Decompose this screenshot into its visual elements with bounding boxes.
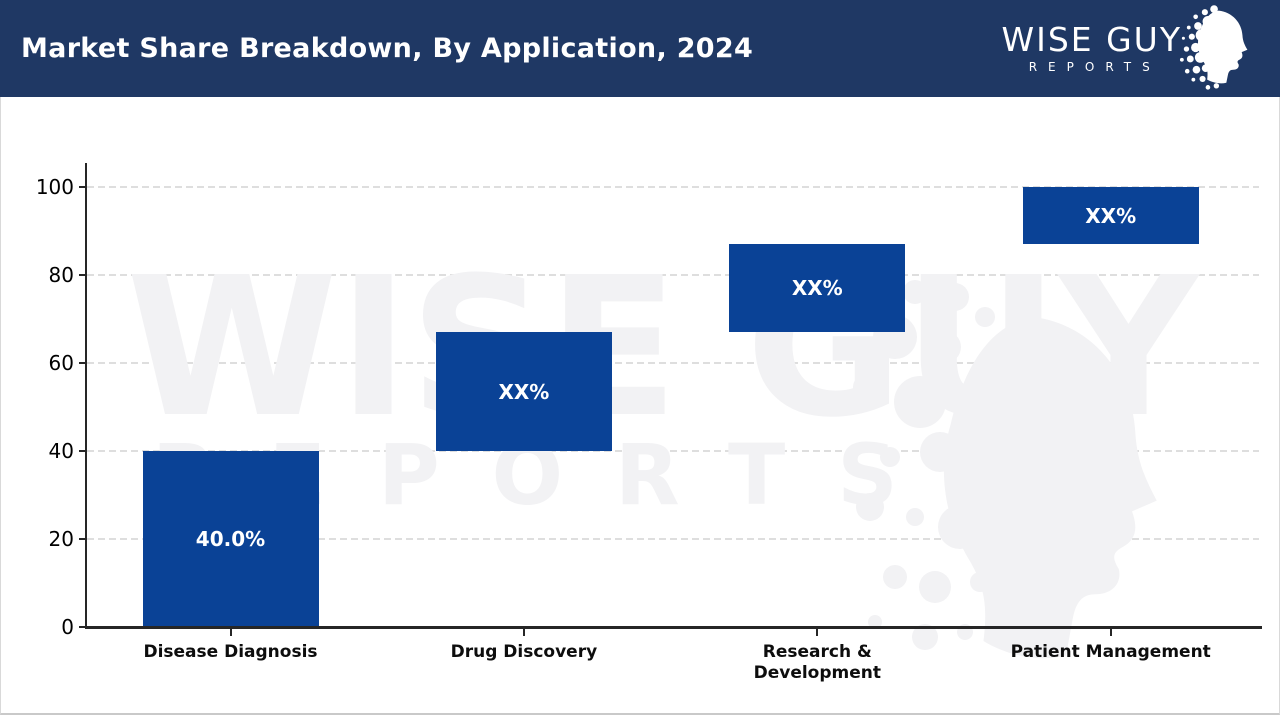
gridline-y100 <box>87 186 1259 188</box>
y-tick-mark <box>79 186 86 188</box>
gridline-y20 <box>87 538 1259 540</box>
x-tick-mark <box>816 628 819 636</box>
bar-value-label: 40.0% <box>195 527 266 551</box>
header-bar: Market Share Breakdown, By Application, … <box>0 0 1280 97</box>
gridline-y60 <box>87 362 1259 364</box>
head-profile-dots-icon <box>1168 3 1254 95</box>
y-tick-label: 20 <box>48 527 74 551</box>
bar-value-label: XX% <box>791 276 843 301</box>
y-tick-mark <box>79 626 86 628</box>
x-tick-mark <box>1109 628 1112 636</box>
y-tick-label: 0 <box>61 615 74 639</box>
x-tick-mark <box>229 628 232 636</box>
gridline-y40 <box>87 450 1259 452</box>
category-label: Drug Discovery <box>450 642 598 662</box>
bar-value-label: XX% <box>498 379 550 404</box>
bar-segment: XX% <box>729 244 906 333</box>
brand-subtitle: REPORTS <box>1028 60 1161 74</box>
bar-value-label: XX% <box>1085 203 1137 228</box>
chart-canvas: WISE GUY REPORTS 0 20 40 60 80 100 40.0% Diseas… <box>0 97 1280 720</box>
category-label: Patient Management <box>1010 642 1211 662</box>
y-tick-label: 60 <box>48 351 74 375</box>
x-axis-line <box>85 626 1262 629</box>
y-tick-label: 80 <box>48 263 74 287</box>
x-tick-mark <box>522 628 525 636</box>
y-tick-label: 40 <box>48 439 74 463</box>
category-label: Disease Diagnosis <box>143 642 318 662</box>
y-tick-mark <box>79 450 86 452</box>
y-tick-mark <box>79 362 86 364</box>
y-axis-line <box>85 163 87 629</box>
page-title: Market Share Breakdown, By Application, … <box>21 33 754 64</box>
watermark-head-profile-icon <box>835 197 1280 681</box>
y-tick-mark <box>79 538 86 540</box>
bar-segment: XX% <box>1022 187 1199 245</box>
bar-segment: XX% <box>435 332 612 451</box>
gridline-y80 <box>87 274 1259 276</box>
brand-logo-text: WISE GUY REPORTS <box>1001 23 1182 74</box>
brand-name: WISE GUY <box>1001 20 1182 59</box>
bar-segment: 40.0% <box>142 451 319 627</box>
y-tick-label: 100 <box>35 175 74 199</box>
brand-logo: WISE GUY REPORTS <box>1001 3 1254 95</box>
category-label: Research & Development <box>753 642 881 684</box>
y-tick-mark <box>79 274 86 276</box>
